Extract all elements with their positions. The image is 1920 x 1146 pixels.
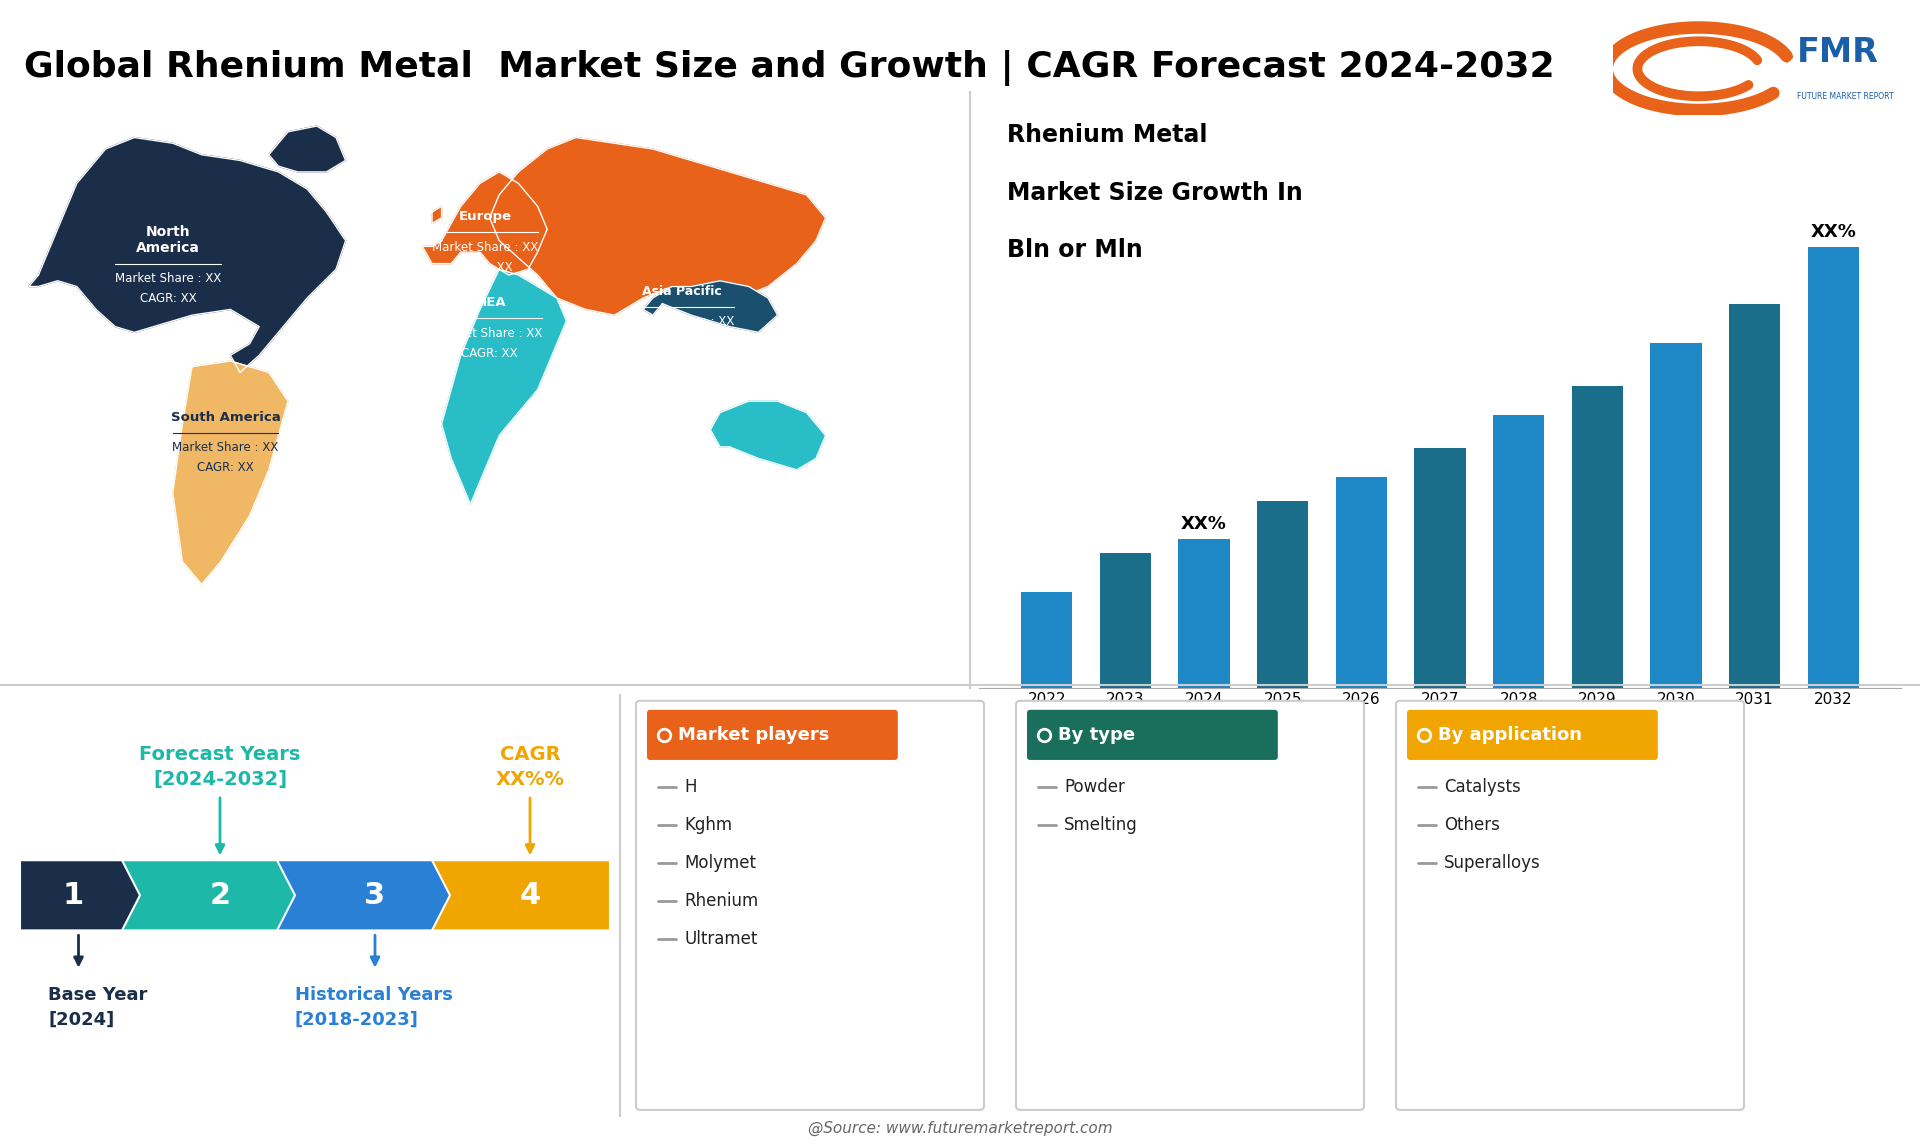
Text: North
America: North America [136, 225, 200, 254]
Text: Market Share : XX: Market Share : XX [115, 272, 221, 285]
Text: Molymet: Molymet [684, 854, 756, 872]
Text: South America: South America [171, 411, 280, 424]
Polygon shape [269, 126, 346, 172]
Bar [1336, 477, 1386, 688]
FancyBboxPatch shape [636, 700, 983, 1109]
Bar [1415, 448, 1465, 688]
Text: Europe: Europe [459, 211, 511, 223]
Text: Forecast Years: Forecast Years [140, 745, 301, 764]
FancyBboxPatch shape [1396, 700, 1743, 1109]
Text: CAGR: XX: CAGR: XX [140, 292, 196, 305]
Bar [1730, 305, 1780, 688]
Text: CAGR: XX: CAGR: XX [198, 461, 253, 474]
Text: Asia Pacific: Asia Pacific [641, 285, 722, 298]
Text: [2024]: [2024] [48, 1011, 115, 1029]
Text: Powder: Powder [1064, 778, 1125, 796]
FancyBboxPatch shape [1027, 709, 1279, 760]
Text: Kghm: Kghm [684, 816, 732, 834]
Polygon shape [19, 861, 146, 931]
Text: XX%%: XX%% [495, 770, 564, 790]
Text: FUTURE MARKET REPORT: FUTURE MARKET REPORT [1797, 92, 1893, 101]
FancyBboxPatch shape [1407, 709, 1657, 760]
Polygon shape [276, 861, 455, 931]
Polygon shape [432, 861, 611, 931]
FancyBboxPatch shape [647, 709, 899, 760]
Polygon shape [29, 138, 346, 372]
Text: MEA: MEA [474, 297, 505, 309]
Text: Global Rhenium Metal  Market Size and Growth | CAGR Forecast 2024-2032: Global Rhenium Metal Market Size and Gro… [25, 50, 1555, 86]
Text: Market Share : XX: Market Share : XX [628, 315, 735, 328]
Bar [1651, 343, 1701, 688]
Polygon shape [173, 361, 288, 584]
Text: FMR: FMR [1797, 36, 1880, 69]
Polygon shape [643, 281, 778, 332]
Text: 4: 4 [520, 881, 541, 910]
Text: Smelting: Smelting [1064, 816, 1139, 834]
Bar [1100, 554, 1150, 688]
Text: [2024-2032]: [2024-2032] [154, 770, 288, 790]
Text: Base Year: Base Year [48, 986, 148, 1004]
Text: Market Share : XX: Market Share : XX [432, 241, 538, 253]
Bar [1494, 415, 1544, 688]
Text: 3: 3 [365, 881, 386, 910]
Text: Market Share : XX: Market Share : XX [436, 327, 543, 339]
Text: Others: Others [1444, 816, 1500, 834]
Text: Catalysts: Catalysts [1444, 778, 1521, 796]
Bar [1572, 386, 1622, 688]
Bar [1809, 246, 1859, 688]
Text: Market Share : XX: Market Share : XX [173, 441, 278, 454]
Bar [1258, 501, 1308, 688]
Polygon shape [490, 138, 826, 315]
Polygon shape [422, 172, 547, 275]
Text: XX%: XX% [1181, 516, 1227, 533]
Text: Historical Years: Historical Years [296, 986, 453, 1004]
Text: Market players: Market players [678, 725, 829, 744]
Bar [1021, 591, 1071, 688]
Polygon shape [442, 269, 566, 504]
Text: Rhenium: Rhenium [684, 893, 758, 910]
Text: CAGR: CAGR [499, 745, 561, 764]
Text: CAGR: XX: CAGR: XX [653, 335, 710, 348]
Text: 2: 2 [209, 881, 230, 910]
Text: 1: 1 [63, 881, 84, 910]
Bar [1179, 539, 1229, 688]
Text: XX%: XX% [1811, 223, 1857, 241]
Text: Superalloys: Superalloys [1444, 854, 1540, 872]
Polygon shape [710, 401, 826, 470]
Polygon shape [123, 861, 300, 931]
Text: Rhenium Metal: Rhenium Metal [1008, 124, 1208, 148]
Text: CAGR: XX: CAGR: XX [457, 260, 513, 274]
Text: [2018-2023]: [2018-2023] [296, 1011, 419, 1029]
Text: By application: By application [1438, 725, 1582, 744]
FancyBboxPatch shape [1016, 700, 1363, 1109]
Text: Market Size Growth In: Market Size Growth In [1008, 181, 1304, 205]
Text: @Source: www.futuremarketreport.com: @Source: www.futuremarketreport.com [808, 1121, 1112, 1136]
Text: H: H [684, 778, 697, 796]
Polygon shape [432, 206, 442, 223]
Text: By type: By type [1058, 725, 1135, 744]
Text: CAGR: XX: CAGR: XX [461, 346, 518, 360]
Text: Bln or Mln: Bln or Mln [1008, 238, 1142, 262]
Text: Ultramet: Ultramet [684, 931, 756, 949]
